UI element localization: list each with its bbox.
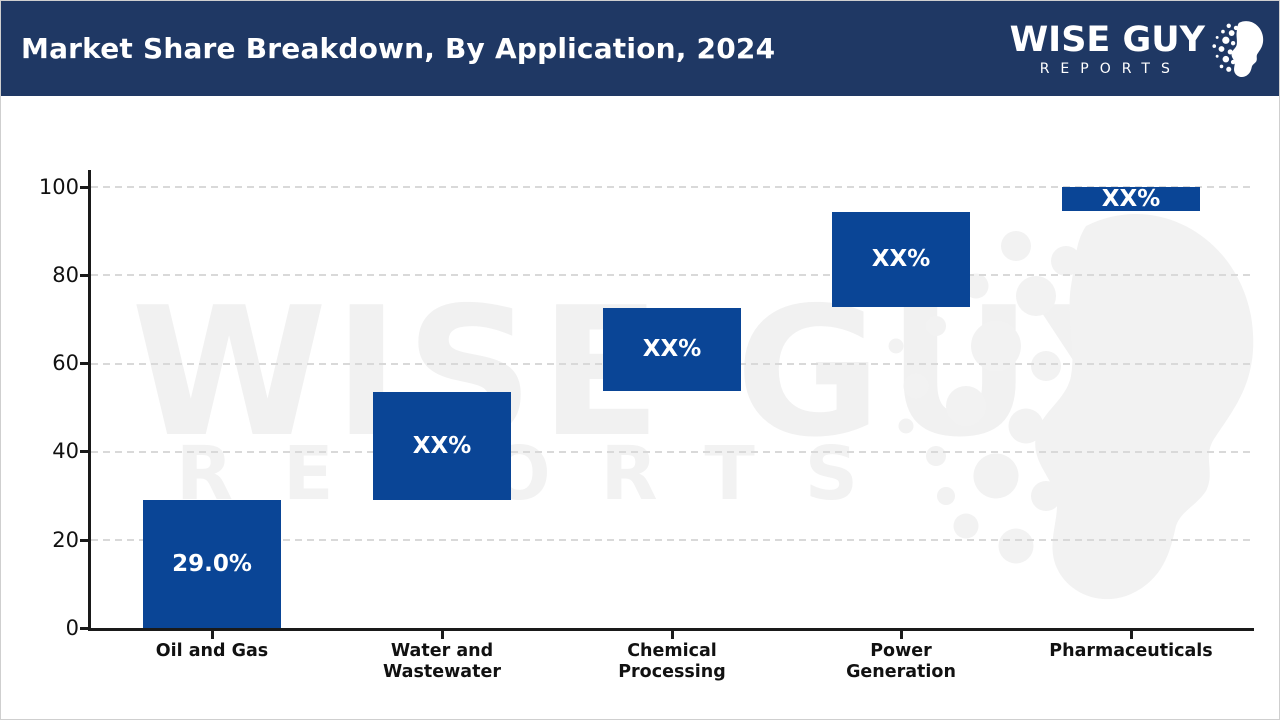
- logo-wiseguy-label: WISE GUY: [1009, 19, 1205, 60]
- x-category-label: Power Generation: [846, 641, 956, 682]
- watermark-face-icon: [888, 213, 1254, 600]
- watermark-reports-text: REPORTS: [176, 431, 909, 517]
- gridline-100: [91, 186, 1254, 189]
- gridline-40: [91, 450, 1254, 453]
- y-tick-label: 0: [65, 616, 79, 640]
- x-category-label: Pharmaceuticals: [1049, 641, 1213, 661]
- bar-value-label: XX%: [1101, 185, 1161, 212]
- gridline-20: [91, 539, 1254, 542]
- y-tick-mark: [80, 538, 89, 542]
- bar-power-generation: XX%: [832, 211, 970, 307]
- gridline-80: [91, 274, 1254, 277]
- bar-value-label: XX%: [871, 246, 931, 273]
- x-category-label: Oil and Gas: [155, 641, 269, 661]
- bar-pharmaceuticals: XX%: [1062, 185, 1200, 212]
- x-tick-mark: [1129, 630, 1133, 639]
- y-tick-label: 100: [38, 174, 79, 199]
- x-tick-mark: [670, 630, 674, 639]
- bar-value-label: XX%: [642, 336, 702, 363]
- y-tick-label: 40: [52, 439, 79, 464]
- header-bar: Market Share Breakdown, By Application, …: [1, 1, 1279, 96]
- x-category-label: Water and Wastewater: [383, 641, 501, 682]
- wiseguy-logo: WISE GUY REPORTS: [1010, 5, 1265, 93]
- y-tick-mark: [80, 185, 89, 189]
- bar-chemical-processing: XX%: [603, 308, 741, 391]
- x-category-label: Chemical Processing: [618, 641, 726, 682]
- y-axis-line: [88, 170, 91, 631]
- y-tick-mark: [80, 273, 89, 277]
- bar-water-and-wastewater: XX%: [373, 392, 511, 501]
- x-tick-mark: [210, 630, 214, 639]
- x-axis-line: [88, 628, 1254, 631]
- bar-value-label: 29.0%: [172, 551, 252, 578]
- y-tick-label: 20: [52, 527, 79, 552]
- bar-value-label: XX%: [412, 433, 472, 460]
- wiseguy-logo-text: WISE GUY REPORTS: [1010, 22, 1205, 77]
- y-tick-mark: [80, 450, 89, 454]
- y-tick-mark: [80, 627, 89, 630]
- y-tick-label: 60: [52, 351, 79, 376]
- wiseguy-face-icon: [1212, 21, 1264, 78]
- logo-reports-label: REPORTS: [1039, 60, 1181, 77]
- bar-oil-and-gas: 29.0%: [143, 500, 281, 629]
- x-tick-mark: [440, 630, 444, 639]
- y-tick-mark: [80, 362, 89, 366]
- page-title: Market Share Breakdown, By Application, …: [21, 32, 776, 65]
- x-tick-mark: [899, 630, 903, 639]
- y-tick-label: 80: [52, 262, 79, 287]
